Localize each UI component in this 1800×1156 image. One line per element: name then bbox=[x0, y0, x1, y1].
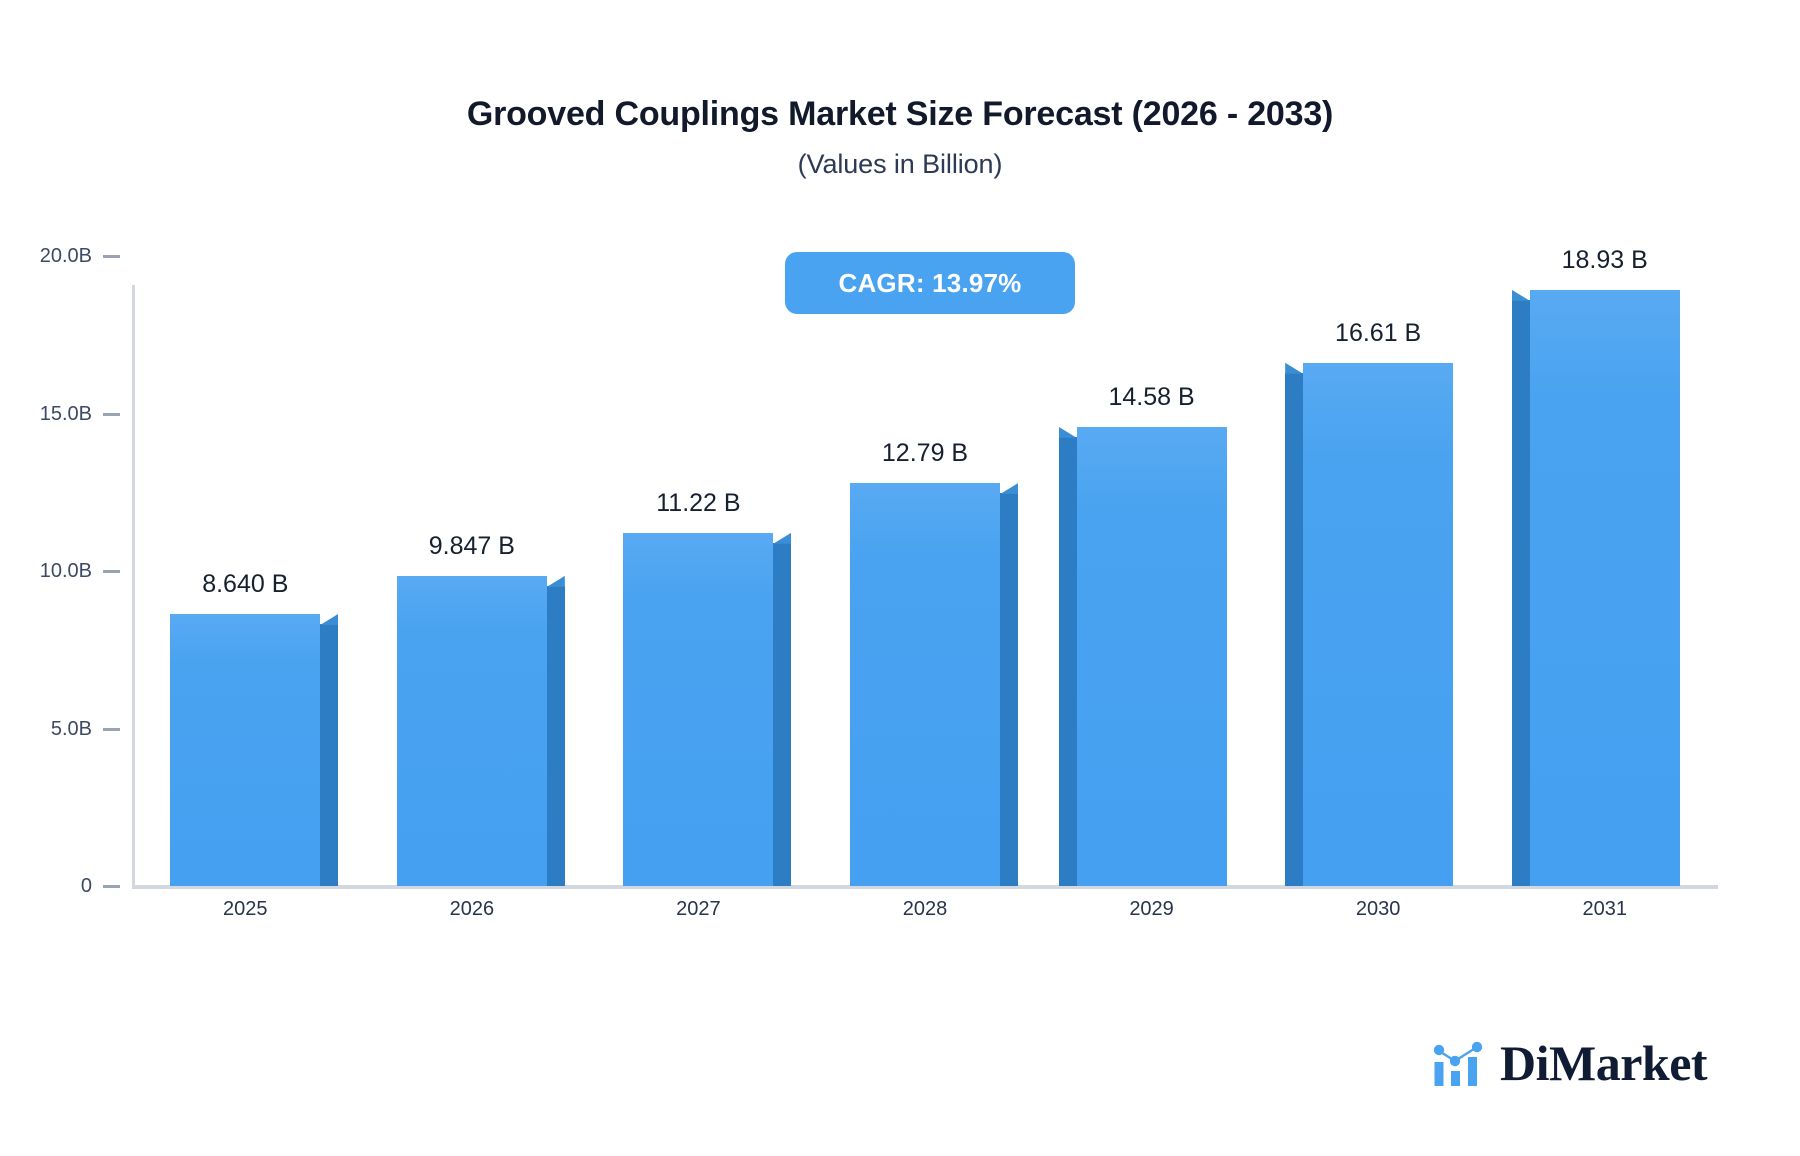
y-axis-tick-mark bbox=[103, 885, 120, 888]
bar-side-face bbox=[1511, 299, 1530, 886]
cagr-badge: CAGR: 13.97% bbox=[785, 252, 1075, 314]
bar-front-face bbox=[850, 483, 1000, 886]
y-axis-tick-mark bbox=[103, 412, 120, 416]
bar-top-bevel bbox=[1285, 362, 1304, 374]
bar-front-face bbox=[1303, 362, 1454, 886]
x-axis-tick-label: 2029 bbox=[1129, 898, 1174, 920]
bar-top-bevel bbox=[1511, 289, 1530, 301]
y-axis-tick-label: 5.0B bbox=[50, 717, 92, 740]
bar-side-face bbox=[1000, 493, 1018, 886]
bar-value-label: 9.847 B bbox=[428, 531, 515, 560]
x-axis-tick-label: 2027 bbox=[676, 898, 721, 920]
chart-subtitle: (Values in Billion) bbox=[797, 149, 1003, 180]
y-axis-tick-mark bbox=[103, 727, 120, 731]
bar-2028[interactable] bbox=[850, 483, 1018, 886]
x-axis-tick-label: 2026 bbox=[449, 898, 495, 920]
bar-side-face bbox=[1285, 372, 1304, 886]
bar-top-bevel bbox=[1000, 483, 1018, 495]
bar-top-bevel bbox=[773, 532, 792, 544]
bar-side-face bbox=[546, 585, 565, 886]
y-axis-tick-label: 20.0B bbox=[39, 245, 92, 267]
x-axis-tick-label: 2030 bbox=[1355, 898, 1401, 920]
y-axis-tick-mark bbox=[103, 570, 120, 573]
x-axis-tick-label: 2025 bbox=[223, 898, 268, 920]
bar-side-face bbox=[320, 623, 339, 886]
bar-front-face bbox=[1076, 426, 1227, 886]
bar-chart-logo-icon bbox=[1432, 1038, 1488, 1088]
dimarket-logo: DiMarket bbox=[1432, 1035, 1708, 1091]
bar-2030[interactable] bbox=[1285, 362, 1454, 886]
y-axis-tick-label: 0 bbox=[80, 875, 92, 897]
bar-top-bevel bbox=[320, 613, 339, 625]
bar-value-label: 18.93 B bbox=[1561, 245, 1648, 274]
bar-front-face bbox=[396, 575, 547, 886]
y-axis-tick-label: 15.0B bbox=[39, 402, 92, 425]
bar-side-face bbox=[1058, 436, 1077, 886]
bar-top-bevel bbox=[1058, 426, 1077, 438]
bar-front-face bbox=[1529, 289, 1680, 886]
chart-header: Grooved Couplings Market Size Forecast (… bbox=[0, 95, 1800, 180]
bar-value-label: 11.22 B bbox=[656, 488, 741, 517]
x-axis-tick-label: 2028 bbox=[902, 898, 948, 920]
bar-value-label: 8.640 B bbox=[202, 569, 289, 598]
y-axis-tick-label: 10.0B bbox=[39, 560, 92, 582]
logo-wordmark: DiMarket bbox=[1500, 1035, 1708, 1091]
bar-value-label: 12.79 B bbox=[881, 439, 969, 468]
x-axis-line bbox=[132, 885, 1718, 889]
bar-front-face bbox=[623, 532, 774, 886]
y-axis-tick-mark bbox=[103, 255, 120, 258]
bar-top-bevel bbox=[546, 575, 565, 587]
bar-2026[interactable] bbox=[396, 575, 565, 886]
x-axis-tick-label: 2031 bbox=[1582, 898, 1627, 920]
bar-front-face bbox=[170, 613, 321, 886]
bar-value-label: 16.61 B bbox=[1335, 318, 1422, 347]
bar-2031[interactable] bbox=[1511, 289, 1680, 886]
bar-side-face bbox=[773, 542, 792, 886]
bar-2029[interactable] bbox=[1058, 426, 1227, 886]
bar-value-label: 14.58 B bbox=[1108, 382, 1195, 411]
y-axis-line bbox=[132, 285, 135, 886]
bar-2027[interactable] bbox=[623, 532, 792, 886]
bar-2025[interactable] bbox=[170, 613, 339, 886]
chart-title: Grooved Couplings Market Size Forecast (… bbox=[466, 95, 1334, 133]
